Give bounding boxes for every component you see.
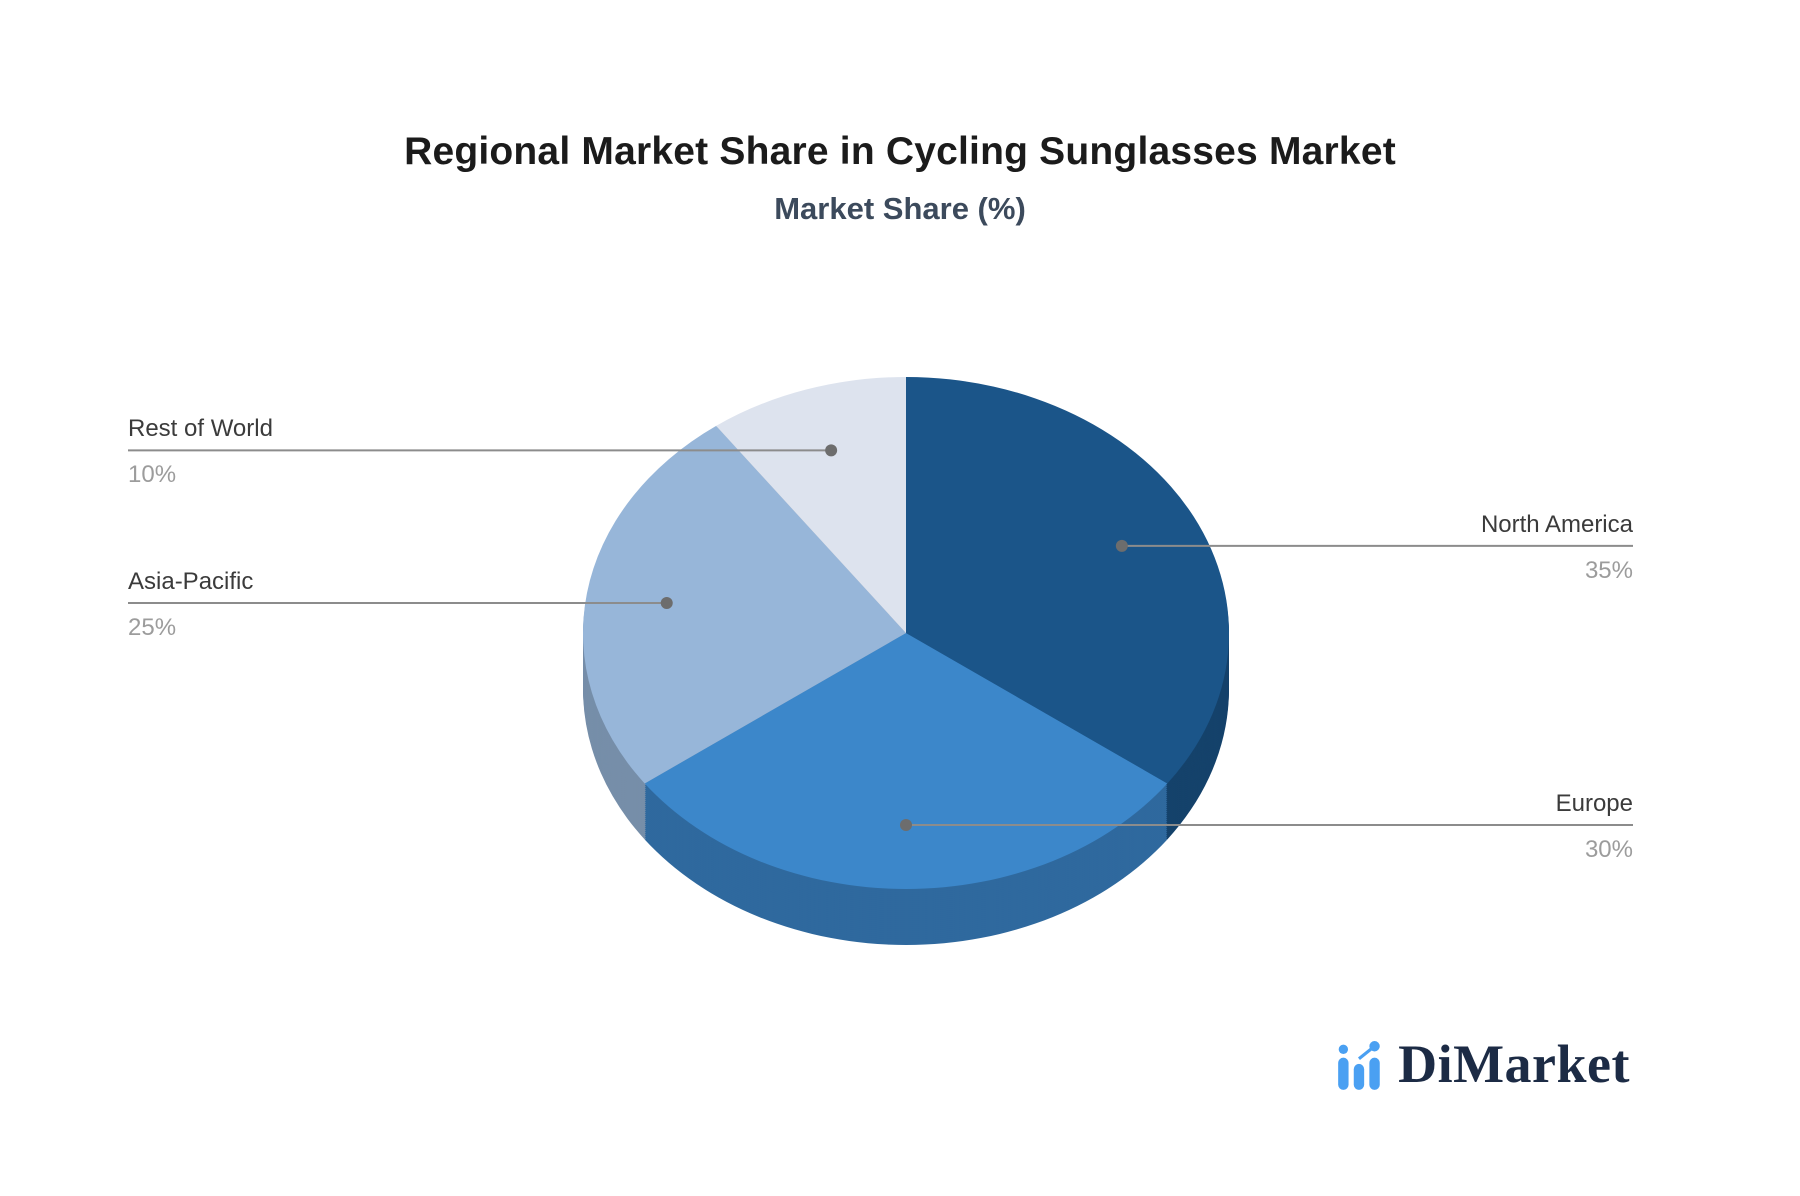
dimarket-logo: DiMarket	[1336, 1034, 1630, 1092]
slice-label-value: 35%	[1584, 556, 1633, 584]
slice-label-name: Europe	[1555, 790, 1633, 817]
chart-subtitle: Market Share (%)	[774, 191, 1026, 226]
leader-dot-europe	[900, 819, 912, 831]
slice-label-value: 30%	[1584, 836, 1633, 863]
pie-slice-asia-pacific[interactable]	[583, 425, 906, 784]
dimarket-logo-text: DiMarket	[1398, 1034, 1630, 1094]
bar-line-chart-icon	[1338, 1041, 1380, 1090]
slice-label-value: 25%	[128, 613, 177, 641]
leader-dot-rest-of-world	[825, 444, 838, 457]
leader-dot-north-america	[1115, 539, 1128, 552]
slice-label-value: 10%	[128, 461, 177, 489]
chart-title: Regional Market Share in Cycling Sunglas…	[404, 130, 1396, 173]
slice-label-name: North America	[1480, 510, 1633, 538]
slice-label-name: Rest of World	[128, 415, 273, 443]
pie-slice-north-america[interactable]	[906, 377, 1229, 784]
pie-slice-rest-of-world[interactable]	[716, 377, 906, 633]
slice-label-name: Asia-Pacific	[128, 567, 254, 595]
leader-dot-asia-pacific	[660, 596, 673, 609]
